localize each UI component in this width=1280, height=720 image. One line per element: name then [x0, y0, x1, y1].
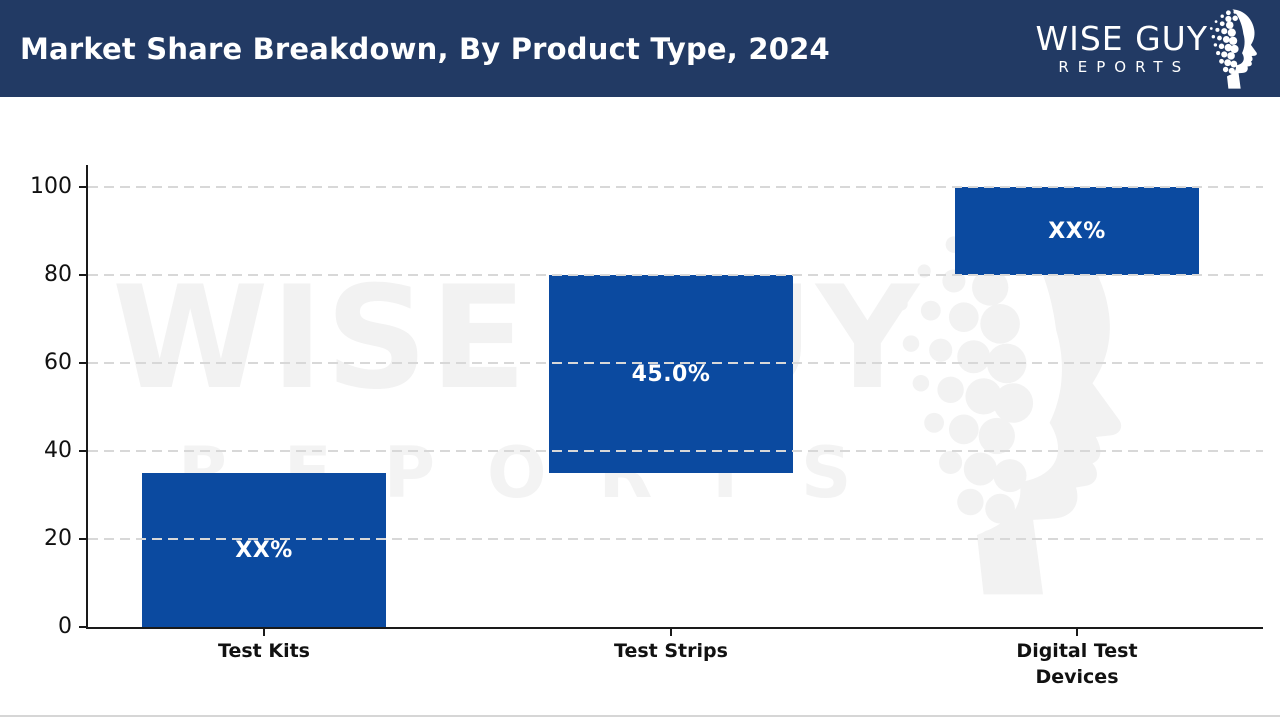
y-tick-label: 60 [44, 350, 72, 375]
wiseguy-face-icon [1209, 8, 1257, 89]
bar-value-label: XX% [1048, 218, 1106, 244]
y-tick-mark [79, 626, 86, 628]
gridline [88, 450, 1263, 452]
y-tick-mark [79, 362, 86, 364]
gridline [88, 274, 1263, 276]
x-tick-mark [670, 629, 672, 636]
bar: XX% [955, 187, 1199, 275]
y-tick-label: 20 [44, 526, 72, 551]
y-tick-label: 0 [58, 614, 72, 639]
x-axis-label: Test Kits [218, 640, 310, 662]
bar-value-label: 45.0% [631, 361, 711, 387]
y-axis-spine [86, 165, 88, 629]
bar: XX% [142, 473, 386, 627]
x-axis-label: Test Strips [614, 640, 728, 662]
x-axis-spine [86, 627, 1263, 629]
y-tick-mark [79, 186, 86, 188]
logo-brand-text: WISE GUY [1035, 18, 1208, 58]
y-tick-label: 40 [44, 438, 72, 463]
page-title: Market Share Breakdown, By Product Type,… [20, 31, 830, 66]
y-tick-label: 100 [30, 174, 72, 199]
x-tick-mark [1076, 629, 1078, 636]
bar-value-label: XX% [235, 537, 293, 563]
gridline [88, 538, 1263, 540]
y-tick-mark [79, 450, 86, 452]
header: Market Share Breakdown, By Product Type,… [0, 0, 1280, 97]
x-axis-label: Digital Test Devices [1016, 640, 1138, 688]
bar: 45.0% [549, 275, 793, 473]
y-tick-label: 80 [44, 262, 72, 287]
y-tick-mark [79, 274, 86, 276]
wiseguy-logo: WISE GUY REPORTS [1035, 8, 1264, 90]
bottom-divider [0, 715, 1280, 717]
x-tick-mark [263, 629, 265, 636]
logo-reports-text: REPORTS [1058, 57, 1191, 76]
gridline [88, 362, 1263, 364]
logo-text: WISE GUY REPORTS [1035, 22, 1208, 76]
y-tick-mark [79, 538, 86, 540]
gridline [88, 186, 1263, 188]
